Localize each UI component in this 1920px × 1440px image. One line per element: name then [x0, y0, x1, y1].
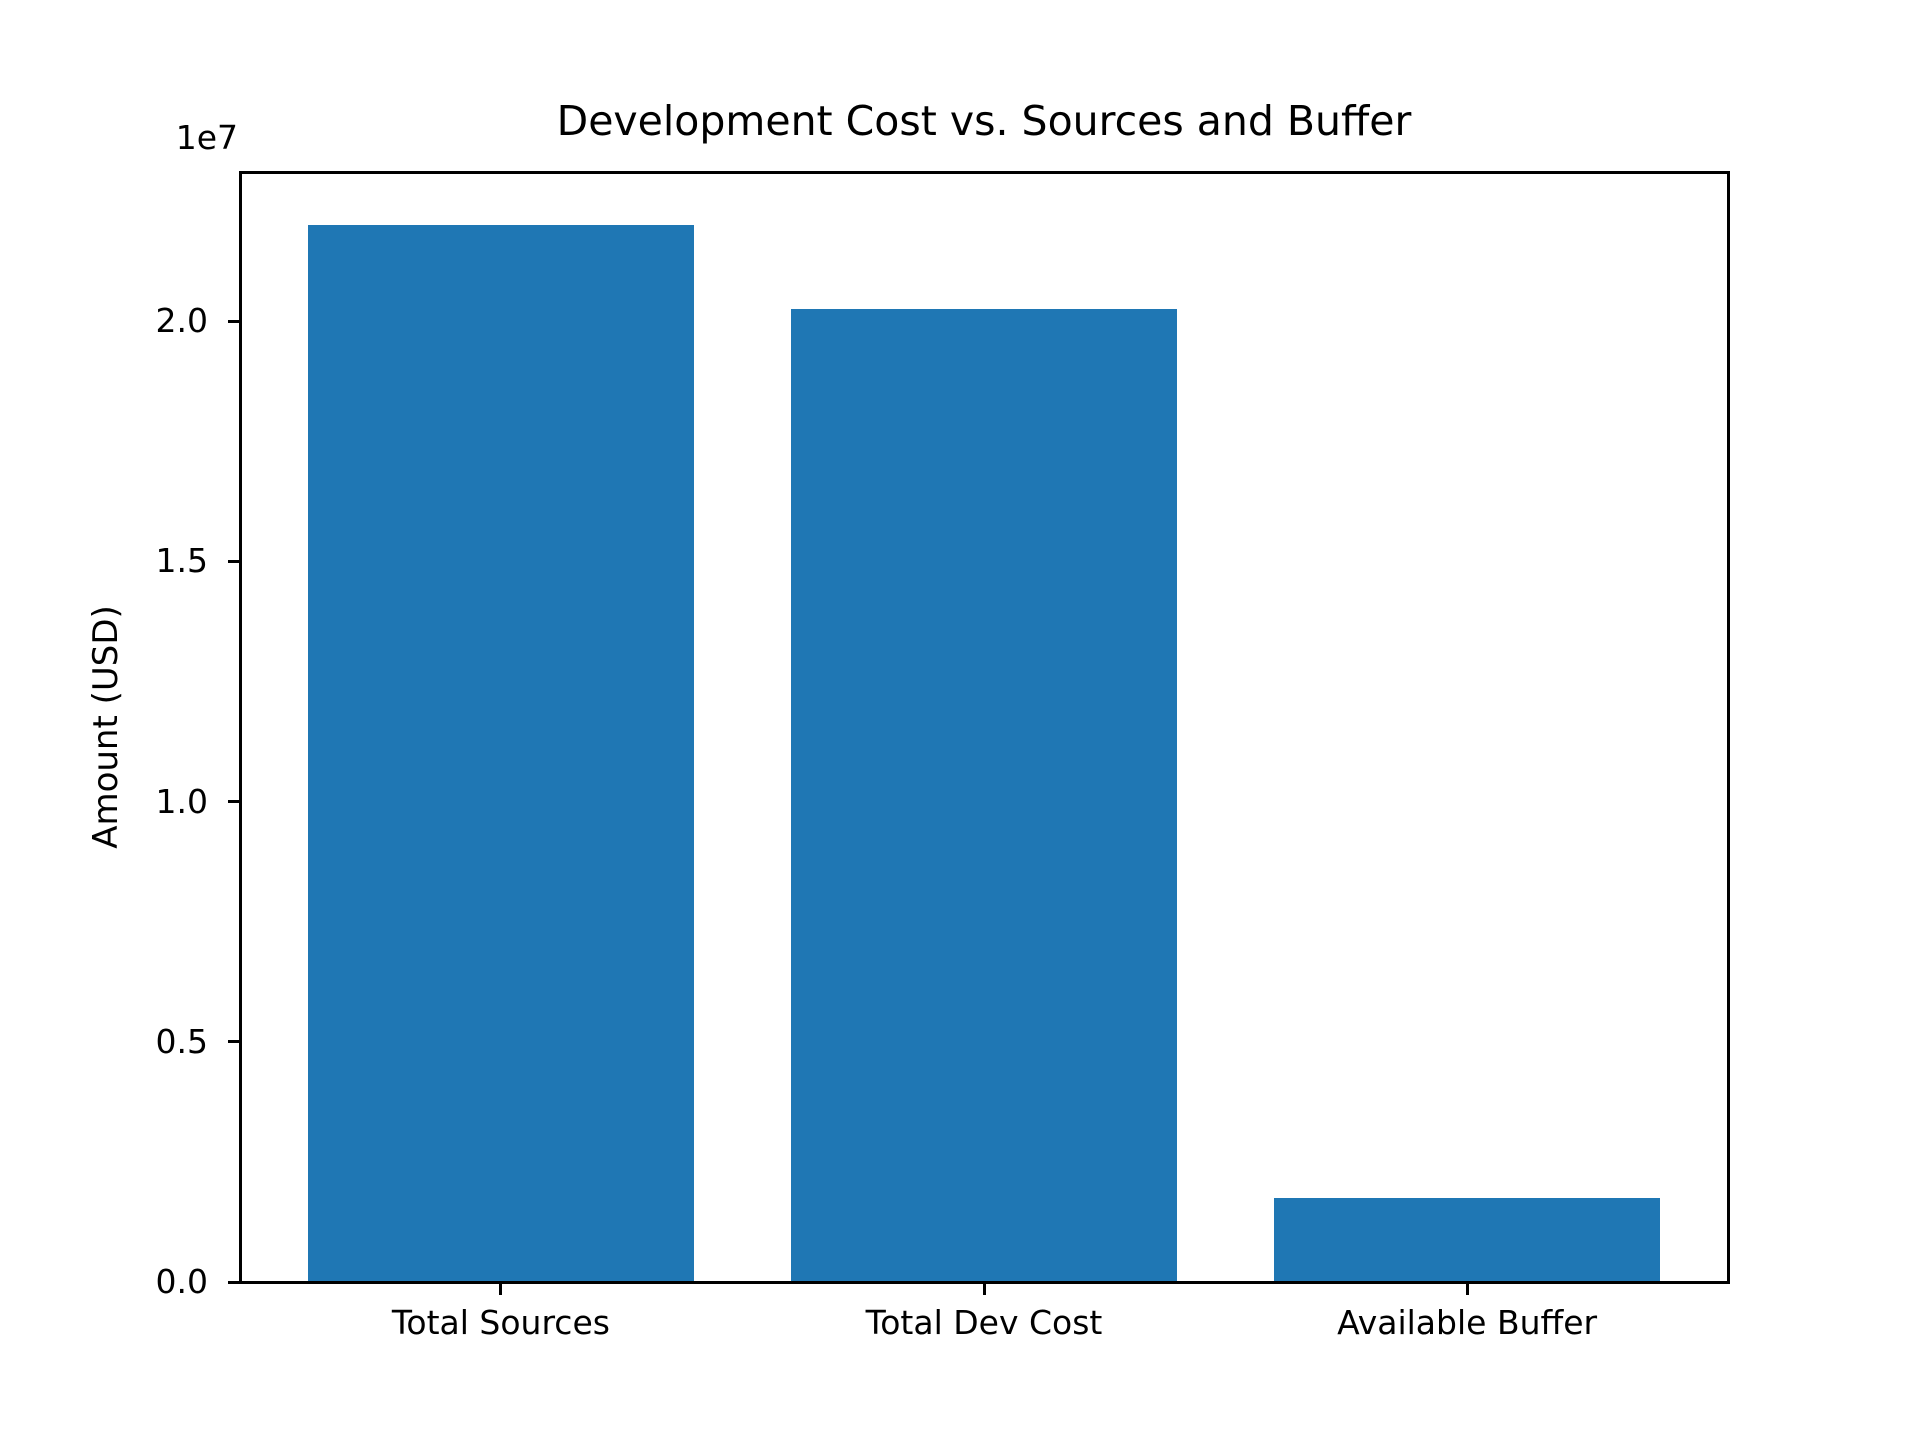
y-tick-mark [228, 800, 240, 803]
x-tick-mark [982, 1283, 986, 1295]
y-tick-label: 1.5 [155, 541, 208, 581]
y-tick-mark [228, 319, 240, 323]
bar-available-buffer [1273, 1197, 1661, 1282]
y-tick-mark [228, 1040, 240, 1044]
y-tick-label: 0.0 [155, 1262, 208, 1301]
bar-total-sources [307, 224, 695, 1282]
x-tick-mark [1465, 1283, 1469, 1295]
bar-total-dev-cost [790, 308, 1178, 1282]
x-tick-label: Total Sources [391, 1303, 610, 1342]
chart-title: Development Cost vs. Sources and Buffer [556, 97, 1412, 145]
y-axis-offset-text: 1e7 [175, 118, 238, 157]
y-tick-label: 2.0 [155, 301, 208, 340]
x-tick-mark [499, 1283, 503, 1295]
x-tick-label: Total Dev Cost [865, 1303, 1103, 1342]
x-tick-label: Available Buffer [1337, 1303, 1598, 1342]
y-tick-label: 0.5 [155, 1021, 208, 1061]
y-tick-label: 1.0 [155, 781, 208, 821]
y-tick-mark [228, 1280, 240, 1284]
y-tick-mark [228, 559, 240, 563]
